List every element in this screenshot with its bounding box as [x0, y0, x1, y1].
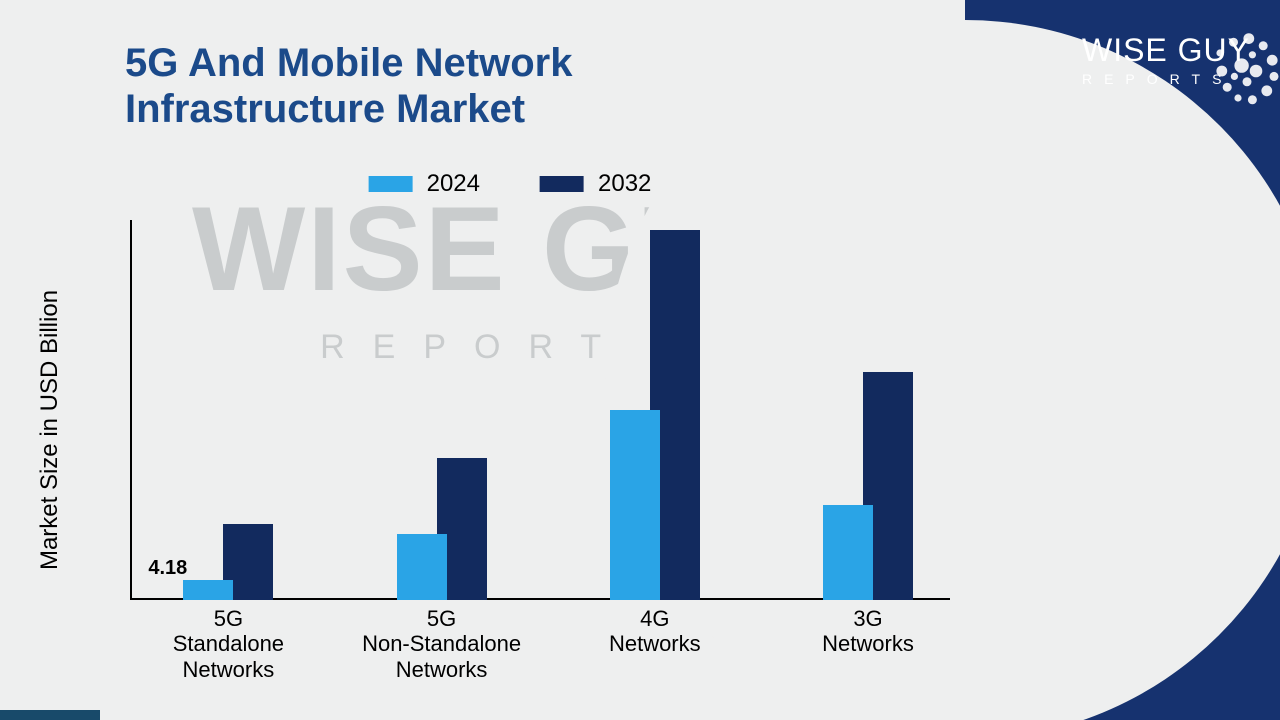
- legend-item-2032: 2032: [540, 170, 651, 198]
- page: WISE GUY REPORTS 5G And Mobile Network I…: [0, 0, 1280, 720]
- brand-sub: REPORTS: [1082, 71, 1250, 87]
- category-label: 3GNetworks: [773, 606, 963, 657]
- category-label: 5GNon-StandaloneNetworks: [347, 606, 537, 682]
- legend: 2024 2032: [369, 170, 652, 198]
- bar-2024: 4.18: [183, 580, 233, 600]
- title-line-1: 5G And Mobile Network: [125, 41, 572, 85]
- category-label: 5GStandaloneNetworks: [133, 606, 323, 682]
- bar-2024: [397, 534, 447, 601]
- footer-accent-bar: [0, 710, 100, 720]
- legend-swatch-2024: [369, 176, 413, 192]
- title-line-2: Infrastructure Market: [125, 87, 525, 131]
- plot-area: 4.185GStandaloneNetworks5GNon-Standalone…: [130, 220, 950, 600]
- bar-value-label: 4.18: [148, 557, 187, 580]
- legend-swatch-2032: [540, 176, 584, 192]
- chart: Market Size in USD Billion 2024 2032 4.1…: [60, 170, 960, 690]
- legend-item-2024: 2024: [369, 170, 480, 198]
- y-axis-line: [130, 220, 132, 600]
- brand-logo: WISE GUY REPORTS: [1082, 32, 1250, 87]
- bar-2024: [823, 505, 873, 600]
- y-axis-label: Market Size in USD Billion: [36, 290, 64, 570]
- brand-main: WISE GUY: [1082, 32, 1250, 69]
- category-label: 4GNetworks: [560, 606, 750, 657]
- bar-2024: [610, 410, 660, 600]
- chart-title: 5G And Mobile Network Infrastructure Mar…: [125, 40, 572, 132]
- legend-label-2024: 2024: [427, 170, 480, 198]
- legend-label-2032: 2032: [598, 170, 651, 198]
